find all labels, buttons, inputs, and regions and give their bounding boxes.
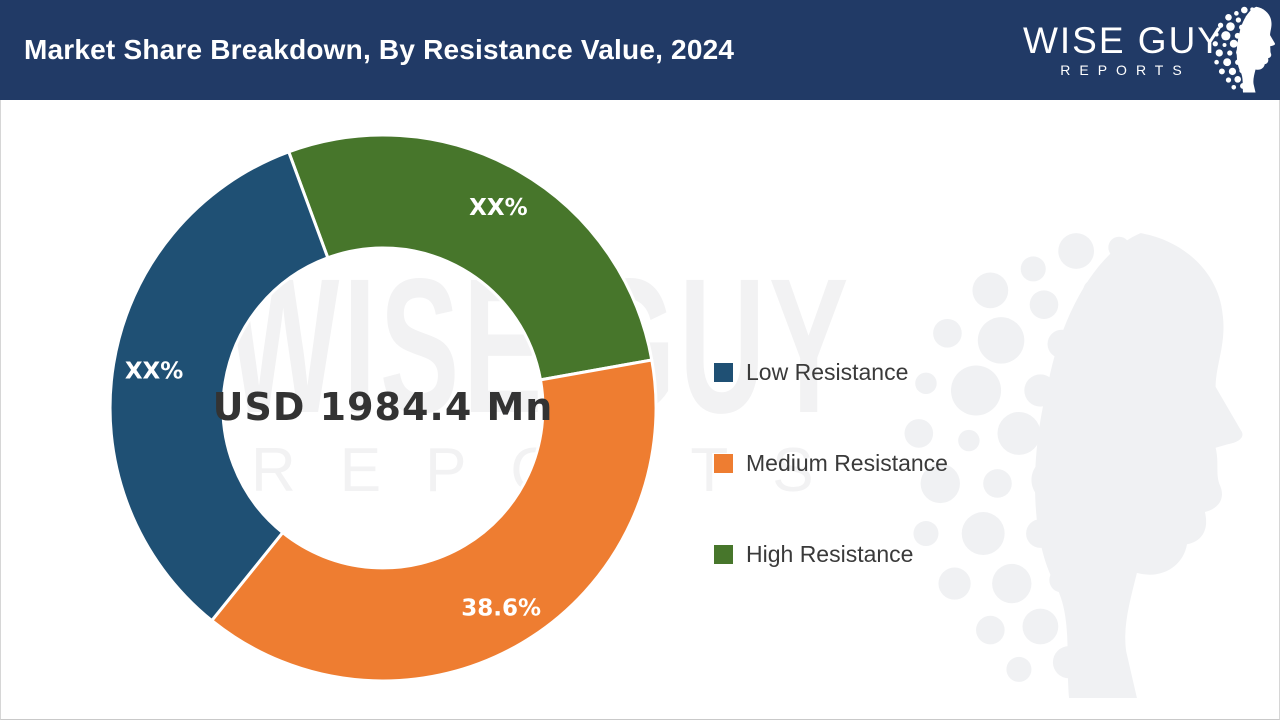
header-bar: Market Share Breakdown, By Resistance Va…: [0, 0, 1280, 100]
page-title: Market Share Breakdown, By Resistance Va…: [24, 34, 735, 65]
chart-legend: Low Resistance Medium Resistance High Re…: [714, 358, 948, 568]
legend-item-medium-resistance: Medium Resistance: [714, 449, 948, 477]
logo-text: WISE GUY REPORTS: [1023, 22, 1224, 78]
donut-chart: XX% 38.6% XX%: [108, 133, 658, 683]
face-profile-icon: [1212, 6, 1276, 93]
slice-value-label-medium-resistance: 38.6%: [461, 596, 541, 622]
wise-guy-reports-logo: WISE GUY REPORTS: [1023, 0, 1280, 100]
chart-area: WISE GUY REPORTS XX%38.6%XX% USD 1984.4 …: [0, 100, 1280, 720]
slice-value-label-low-resistance: XX%: [125, 358, 184, 384]
legend-item-high-resistance: High Resistance: [714, 540, 948, 568]
legend-label: Low Resistance: [746, 359, 909, 385]
logo-subtitle: REPORTS: [1060, 62, 1191, 78]
legend-item-low-resistance: Low Resistance: [714, 358, 948, 386]
legend-label: Medium Resistance: [746, 450, 948, 476]
legend-swatch-blue: [714, 362, 733, 382]
legend-swatch-green: [714, 544, 733, 564]
logo-wordmark: WISE GUY: [1022, 20, 1224, 61]
donut-slice-high-resistance: [287, 133, 654, 382]
donut-slice-medium-resistance: [210, 358, 658, 683]
legend-label: High Resistance: [746, 541, 914, 567]
slice-value-label-high-resistance: XX%: [469, 195, 528, 221]
donut-center-value: USD 1984.4 Mn: [212, 385, 554, 429]
legend-swatch-orange: [714, 453, 733, 473]
donut-slice-low-resistance: [108, 150, 330, 623]
